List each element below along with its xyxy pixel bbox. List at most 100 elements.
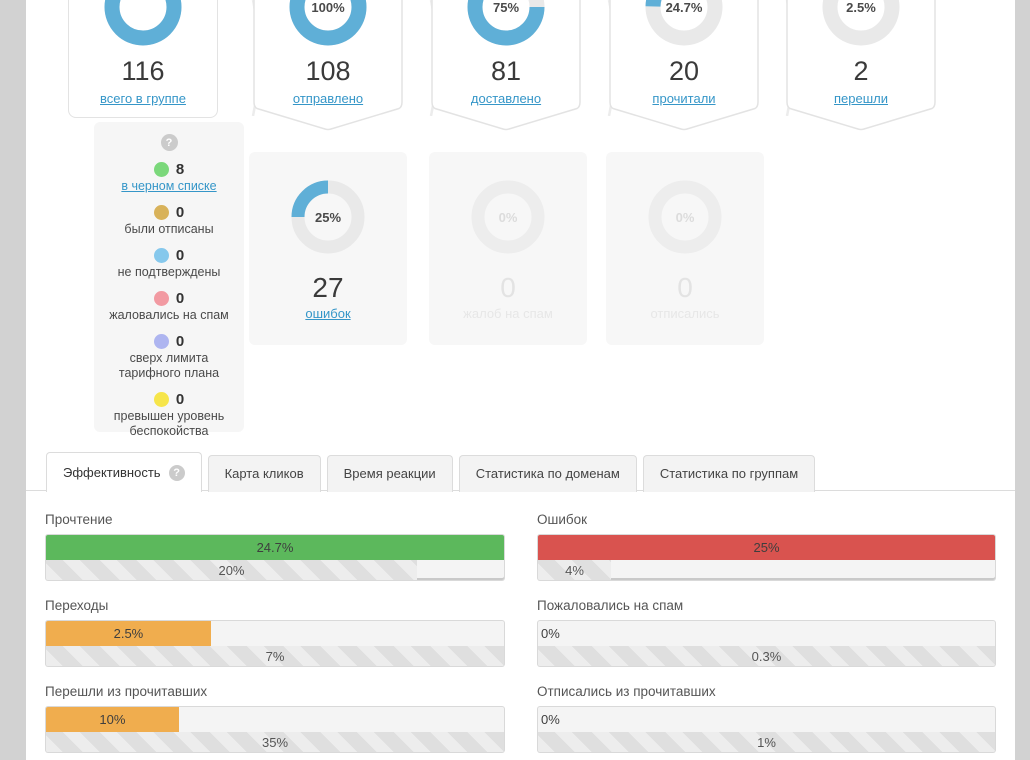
tab-group-stats[interactable]: Статистика по группам [642, 455, 816, 492]
tab-bar: Эффективность? Карта кликов Время реакци… [46, 452, 821, 492]
bar-group-read-rate: Прочтение 24.7% 20% [45, 512, 505, 581]
tab-reaction-time[interactable]: Время реакции [326, 455, 453, 492]
legend-value: 0 [175, 391, 185, 408]
value-bar: 2.5% [45, 620, 505, 646]
average-bar: 35% [45, 732, 505, 753]
average-label: 7% [265, 648, 285, 664]
legend-label: превышен уровень беспокойства [113, 409, 225, 438]
legend-item-unsubscribed: 0 были отписаны [103, 205, 235, 237]
legend-label: не подтверждены [117, 265, 221, 279]
donut-percent-label: 75% [493, 0, 519, 15]
legend-dot-icon [153, 248, 169, 263]
stat-value: 81 [490, 56, 522, 86]
bar-title: Перешли из прочитавших [45, 684, 208, 699]
value-label: 2.5% [113, 626, 144, 641]
stat-card-unsubscribed: 0% 0 отписались [606, 152, 764, 345]
stat-link-errors[interactable]: ошибок [305, 306, 351, 321]
tab-effectiveness[interactable]: Эффективность? [46, 452, 202, 492]
donut-chart-delivered: 75% [467, 0, 545, 46]
card-background [609, 0, 759, 131]
tab-label: Эффективность [63, 464, 161, 480]
value-label: 0% [541, 712, 560, 727]
donut-percent-label: 0% [676, 210, 695, 225]
legend-value: 8 [175, 161, 185, 178]
legend-value: 0 [175, 290, 185, 307]
legend-item-spam-complaints: 0 жаловались на спам [103, 291, 235, 323]
stat-card-spam-complaints: 0% 0 жалоб на спам [429, 152, 587, 345]
stat-value: 0 [677, 272, 693, 303]
donut-chart-unsubscribed: 0% [648, 180, 722, 254]
stat-link-unsubscribed: отписались [650, 306, 720, 321]
donut-percent-label: 25% [315, 210, 341, 225]
bar-group-spam-complaints: Пожаловались на спам 0% 0.3% [537, 598, 996, 667]
legend-dot-icon [153, 205, 169, 220]
legend-item-anxiety-level: 0 превышен уровень беспокойства [103, 392, 235, 439]
legend-link-blacklist[interactable]: в черном списке [121, 179, 217, 193]
page-content: 116 всего в группе 100% 108 отправлено 7… [26, 0, 1015, 760]
average-label: 1% [757, 734, 776, 750]
legend-dot-icon [153, 162, 169, 177]
group-legend: ? 8 в черном списке 0 были отписаны 0 не… [94, 122, 244, 438]
donut-chart-read: 24.7% [645, 0, 723, 46]
donut-chart-spam: 0% [471, 180, 545, 254]
stat-link-spam: жалоб на спам [463, 306, 553, 321]
average-label: 0.3% [751, 648, 782, 664]
help-icon[interactable]: ? [160, 134, 178, 151]
stat-card-clicked: 2.5% 2 перешли [786, 0, 936, 134]
effectiveness-bars-left: Прочтение 24.7% 20% Переходы 2.5% 7% Пер… [45, 512, 505, 760]
tab-domain-stats[interactable]: Статистика по доменам [458, 455, 637, 492]
value-bar: 0% [537, 620, 996, 646]
stat-card-total: 116 всего в группе [68, 0, 218, 134]
stat-value: 116 [121, 56, 165, 86]
card-background [68, 0, 218, 118]
bar-group-click-rate: Переходы 2.5% 7% [45, 598, 505, 667]
value-label: 0% [541, 626, 560, 641]
stat-link-read[interactable]: прочитали [652, 91, 716, 106]
legend-item-over-limit: 0 сверх лимита тарифного плана [103, 334, 235, 381]
stat-value: 20 [668, 56, 700, 86]
bar-title: Пожаловались на спам [537, 598, 684, 613]
legend-label: были отписаны [124, 222, 214, 236]
effectiveness-bars-right: Ошибок 25% 4% Пожаловались на спам 0% 0.… [537, 512, 996, 760]
tab-label: Статистика по доменам [475, 466, 620, 481]
donut-chart-clicked: 2.5% [822, 0, 900, 46]
legend-value: 0 [175, 247, 185, 264]
stat-value: 27 [312, 272, 344, 303]
stat-link-total[interactable]: всего в группе [100, 91, 186, 106]
donut-percent-label: 2.5% [846, 0, 876, 15]
value-label: 10% [99, 712, 126, 727]
card-background [786, 0, 936, 131]
card-background [253, 0, 403, 131]
average-bar: 20% [45, 560, 505, 581]
stat-value: 0 [500, 272, 516, 303]
tab-label: Время реакции [343, 466, 436, 481]
tab-click-map[interactable]: Карта кликов [207, 455, 321, 492]
average-label: 35% [261, 734, 289, 750]
donut-percent-label: 24.7% [666, 0, 703, 15]
legend-dot-icon [153, 291, 169, 306]
donut-chart-errors: 25% [291, 180, 365, 254]
bar-group-click-of-read: Перешли из прочитавших 10% 35% [45, 684, 505, 753]
average-bar: 7% [45, 646, 505, 667]
legend-value: 0 [175, 204, 185, 221]
help-icon[interactable]: ? [168, 464, 185, 481]
value-label: 25% [753, 540, 780, 555]
value-label: 24.7% [256, 540, 294, 555]
average-label: 4% [565, 562, 584, 578]
tab-label: Карта кликов [224, 466, 304, 481]
stat-link-sent[interactable]: отправлено [292, 91, 364, 106]
average-label: 20% [218, 562, 245, 578]
stat-card-errors: 25% 27 ошибок [249, 152, 407, 345]
stat-card-sent: 100% 108 отправлено [253, 0, 403, 134]
stat-link-delivered[interactable]: доставлено [470, 91, 542, 106]
legend-value: 0 [175, 333, 185, 350]
stat-value: 108 [305, 56, 351, 86]
legend-item-unconfirmed: 0 не подтверждены [103, 248, 235, 280]
donut-chart-sent: 100% [289, 0, 367, 46]
legend-label: сверх лимита тарифного плана [118, 351, 220, 380]
average-bar: 4% [537, 560, 996, 581]
bar-group-unsubscribed-of-read: Отписались из прочитавших 0% 1% [537, 684, 996, 753]
stat-link-clicked[interactable]: перешли [833, 91, 888, 106]
value-bar: 24.7% [45, 534, 505, 560]
